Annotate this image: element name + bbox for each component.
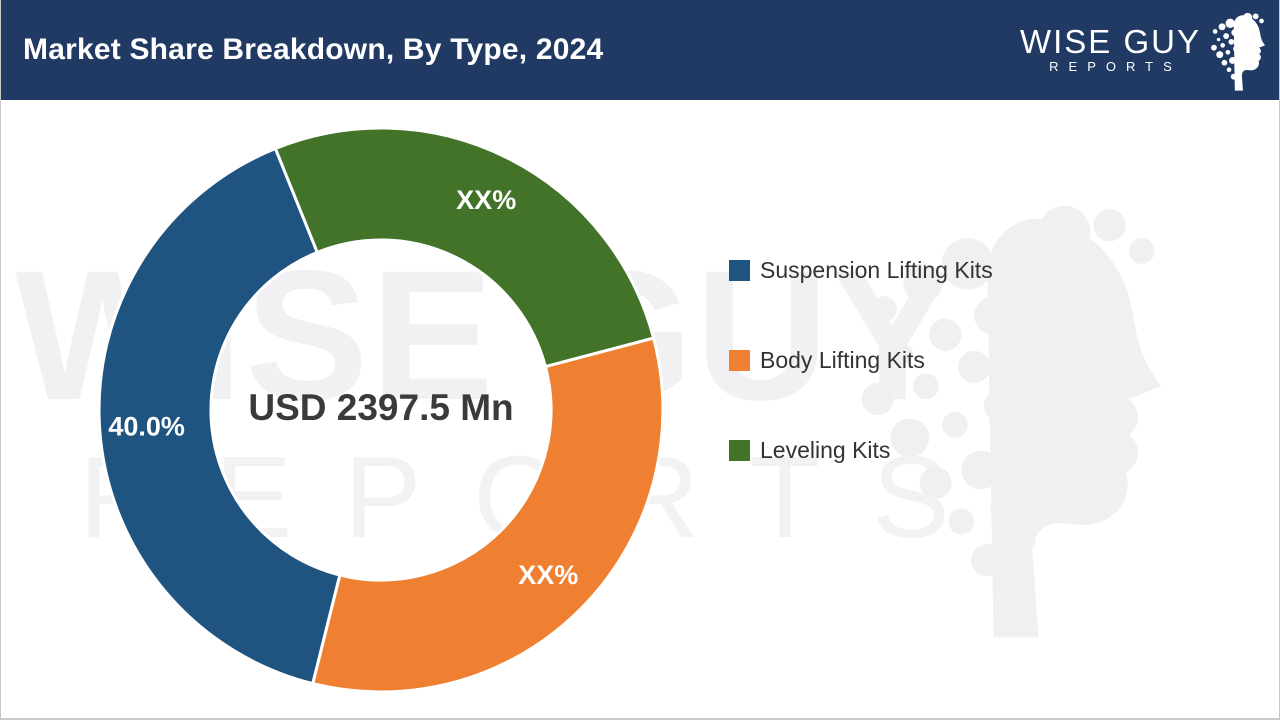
donut-segment-0 (97, 147, 342, 686)
segment-label-1: XX% (518, 560, 578, 590)
segment-label-2: XX% (456, 185, 516, 215)
legend-label: Suspension Lifting Kits (760, 256, 993, 283)
legend-item-0: Suspension Lifting Kits (729, 255, 993, 285)
legend-item-1: Body Lifting Kits (729, 345, 993, 375)
segment-label-0: 40.0% (108, 411, 185, 441)
donut-segment-2 (273, 126, 656, 369)
chart-area: WISE GUY REPORTS 40.0%XX%XX% USD 2397.5 … (1, 100, 1279, 718)
donut-segment-1 (311, 336, 665, 694)
page-title: Market Share Breakdown, By Type, 2024 (23, 33, 604, 66)
legend-swatch-icon (729, 439, 750, 461)
wise-guy-logo: WISE GUY REPORTS (1020, 9, 1265, 91)
legend: Suspension Lifting Kits Body Lifting Kits… (729, 255, 993, 525)
logo-text: WISE GUY REPORTS (1020, 25, 1201, 75)
header: Market Share Breakdown, By Type, 2024 WI… (1, 0, 1279, 100)
logo-wordmark: WISE GUY (1019, 23, 1201, 60)
legend-item-2: Leveling Kits (729, 435, 993, 465)
legend-swatch-icon (729, 259, 750, 281)
legend-label: Leveling Kits (760, 436, 891, 463)
face-logo-icon (1211, 12, 1265, 91)
legend-swatch-icon (729, 349, 750, 371)
donut-chart: 40.0% XX% XX% (97, 126, 665, 694)
logo-subtext: REPORTS (1049, 59, 1182, 74)
legend-label: Body Lifting Kits (760, 346, 925, 373)
chart-center-value: USD 2397.5 Mn (248, 387, 514, 428)
